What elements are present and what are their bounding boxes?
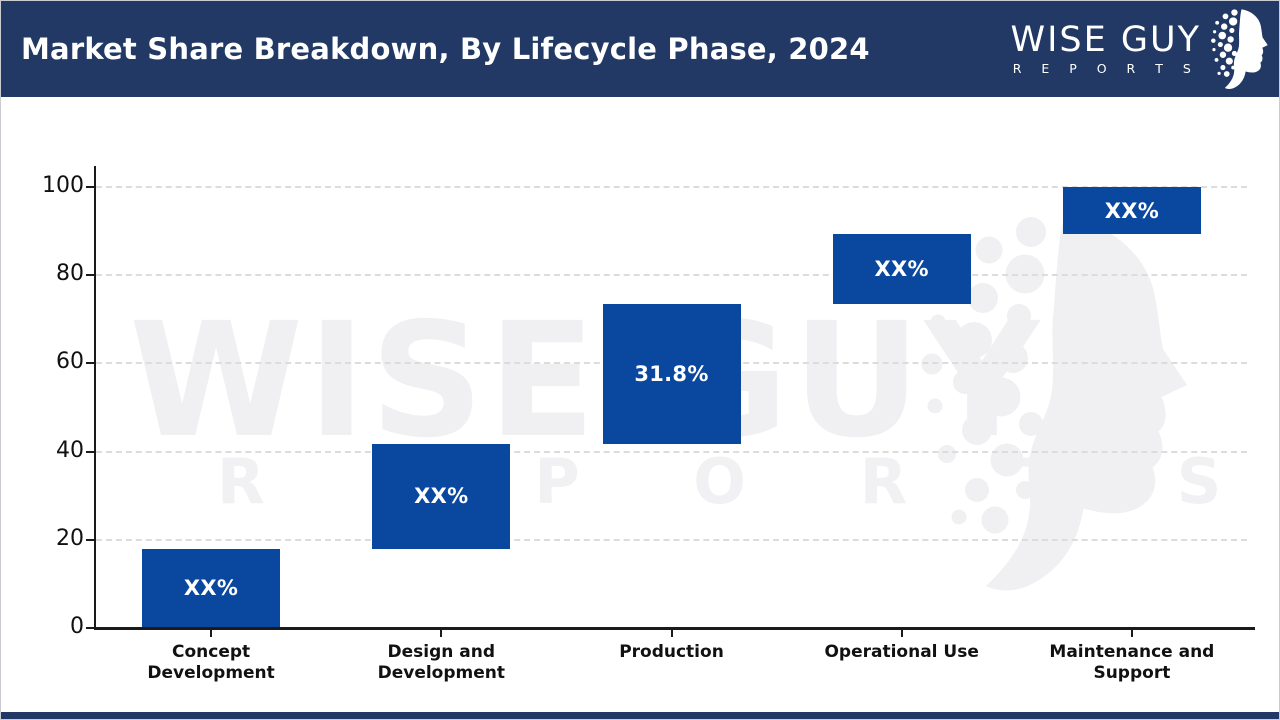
y-axis-tick	[86, 186, 95, 188]
x-axis-category-label: Production	[619, 642, 724, 662]
x-axis-category-label: Operational Use	[824, 642, 979, 662]
y-axis-tick-label: 40	[56, 437, 84, 463]
bar-5: XX%	[1062, 187, 1201, 235]
bar-3: 31.8%	[602, 303, 741, 445]
y-axis-tick	[86, 362, 95, 365]
bar-value-label: XX%	[183, 576, 239, 601]
x-axis-tick	[670, 628, 673, 637]
x-axis-category-label: Maintenance and Support	[1049, 642, 1215, 684]
logo-wordmark-sub: R E P O R T S	[1012, 60, 1199, 76]
gridline-80	[96, 274, 1247, 277]
x-axis-tick	[440, 628, 443, 637]
gridline-100	[96, 186, 1247, 188]
footer-bar	[1, 712, 1279, 719]
y-axis-tick-label: 0	[70, 614, 84, 639]
y-axis-tick-label: 60	[56, 349, 84, 375]
x-axis-line	[94, 627, 1255, 630]
watermark-wordmark: WISE GUY	[129, 289, 1044, 473]
bar-1: XX%	[142, 548, 281, 628]
bar-4: XX%	[832, 234, 971, 304]
x-axis-tick	[1130, 628, 1133, 637]
x-axis-category-label: Concept Development	[147, 642, 275, 684]
page-title: Market Share Breakdown, By Lifecycle Pha…	[21, 32, 870, 66]
gridline-20	[96, 538, 1247, 541]
y-axis-tick-label: 80	[56, 261, 84, 287]
y-axis-tick	[86, 274, 95, 277]
y-axis-tick	[86, 450, 95, 453]
y-axis-tick-label: 100	[42, 173, 84, 198]
watermark-wordmark-sub: R E P O R T S	[217, 445, 1268, 518]
x-axis-tick	[210, 628, 213, 637]
bar-value-label: 31.8%	[634, 361, 709, 386]
waterfall-chart: WISE GUY R E P O R T S 0 20 40 60 80 100 XX% Co…	[1, 97, 1279, 714]
bar-2: XX%	[372, 444, 511, 549]
report-header: Market Share Breakdown, By Lifecycle Pha…	[1, 1, 1279, 97]
bar-value-label: XX%	[874, 257, 929, 281]
y-axis-tick-label: 20	[56, 525, 84, 551]
logo-wordmark: WISE GUY R E P O R T S	[1010, 22, 1201, 76]
wiseguy-head-icon	[1211, 9, 1268, 89]
x-axis-category-label: Design and Development	[377, 642, 505, 684]
y-axis-tick	[86, 538, 95, 541]
y-axis-tick	[86, 627, 95, 629]
wiseguy-logo: WISE GUY R E P O R T S	[1010, 1, 1269, 97]
bar-value-label: XX%	[414, 484, 469, 509]
bar-value-label: XX%	[1104, 198, 1160, 223]
logo-wordmark-main: WISE GUY	[1010, 20, 1201, 61]
x-axis-tick	[900, 628, 903, 637]
gridline-40	[96, 450, 1247, 453]
y-axis-line	[94, 166, 96, 630]
